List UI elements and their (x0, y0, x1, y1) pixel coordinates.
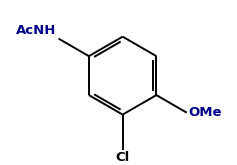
Text: AcNH: AcNH (16, 24, 56, 37)
Text: Cl: Cl (115, 151, 130, 165)
Text: OMe: OMe (188, 106, 222, 119)
